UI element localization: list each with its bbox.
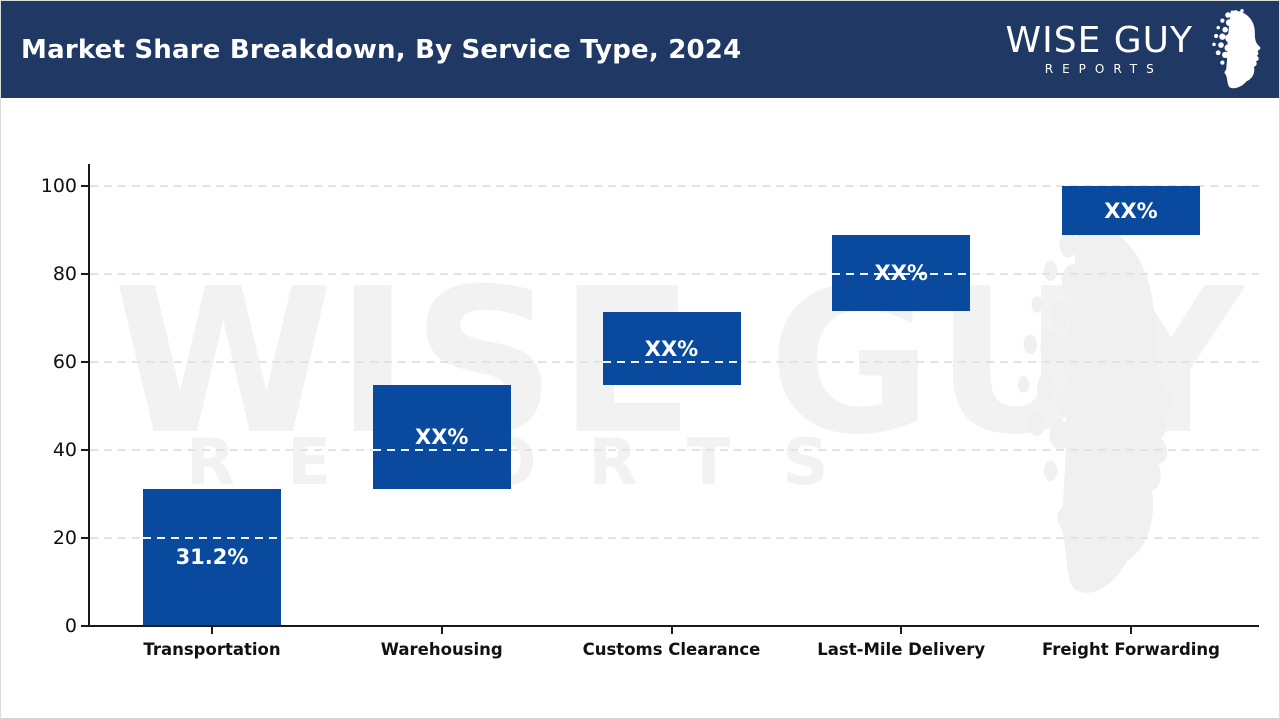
y-tick-mark: [81, 185, 88, 187]
header-banner: Market Share Breakdown, By Service Type,…: [1, 1, 1279, 98]
x-tick-mark: [1130, 627, 1132, 634]
x-tick-label: Customs Clearance: [582, 640, 761, 659]
y-tick-mark: [81, 273, 88, 275]
y-tick-label: 40: [52, 439, 77, 461]
gridline-over-bar: [372, 448, 511, 451]
gridline: [90, 185, 1259, 187]
x-tick-mark: [211, 627, 213, 634]
brand-text: WISE GUY REPORTS: [1005, 20, 1194, 77]
x-tick-label: Warehousing: [380, 640, 503, 659]
brand-logo: WISE GUY REPORTS: [1006, 8, 1268, 92]
x-axis: [88, 625, 1259, 627]
gridline-over-bar: [143, 536, 281, 539]
watermark-head-icon: [1017, 216, 1173, 593]
bar-value-label: XX%: [1104, 198, 1158, 223]
bar-value-label: XX%: [644, 336, 699, 361]
y-tick-mark: [81, 625, 88, 627]
bar: XX%: [832, 234, 971, 311]
bar: XX%: [1062, 186, 1200, 236]
gridline-over-bar: [832, 272, 971, 275]
y-tick-label: 100: [40, 175, 77, 197]
gridline: [90, 449, 1259, 451]
brand-head-icon: [1212, 8, 1261, 88]
brand-subname: REPORTS: [1044, 62, 1163, 76]
y-axis: [88, 164, 90, 627]
gridline-over-bar: [602, 360, 741, 363]
y-tick-mark: [81, 361, 88, 363]
y-tick-label: 60: [52, 351, 77, 373]
bar: 31.2%: [143, 488, 281, 626]
bar: XX%: [372, 384, 511, 489]
y-tick-label: 0: [64, 615, 77, 637]
y-tick-label: 80: [52, 263, 77, 285]
x-tick-mark: [670, 627, 673, 634]
x-tick-mark: [900, 627, 903, 634]
y-tick-mark: [81, 537, 88, 539]
gridline: [90, 537, 1259, 539]
bar-value-label: XX%: [874, 260, 928, 285]
bar: XX%: [602, 312, 741, 385]
x-tick-label: Freight Forwarding: [1041, 640, 1220, 659]
brand-name: WISE GUY: [1005, 20, 1193, 61]
gridline: [90, 273, 1259, 275]
bar-value-label: 31.2%: [175, 545, 249, 570]
x-tick-label: Last-Mile Delivery: [817, 640, 986, 659]
x-tick-label: Transportation: [143, 640, 281, 659]
y-tick-label: 20: [52, 527, 77, 549]
y-tick-mark: [81, 449, 88, 451]
bar-value-label: XX%: [415, 424, 469, 449]
x-tick-mark: [440, 627, 443, 634]
chart-title: Market Share Breakdown, By Service Type,…: [21, 34, 742, 65]
